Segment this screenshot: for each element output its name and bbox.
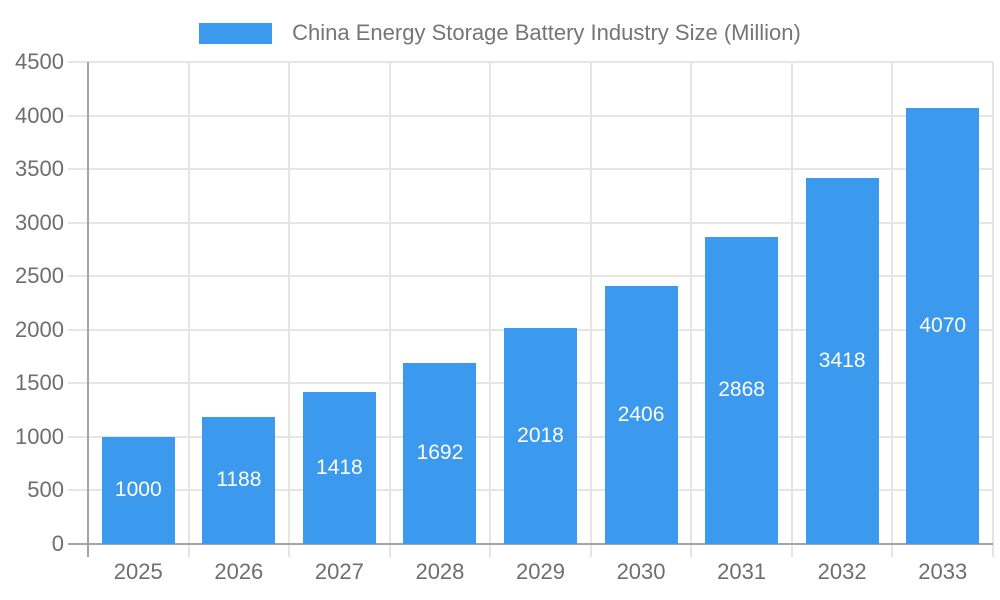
bar: 2018 (504, 327, 577, 544)
x-axis-label: 2026 (214, 559, 264, 584)
h-gridline (68, 61, 993, 63)
bar: 4070 (906, 108, 980, 544)
legend-label: China Energy Storage Battery Industry Si… (292, 20, 801, 45)
bar: 2406 (604, 286, 678, 544)
y-axis-label: 500 (27, 477, 64, 503)
bar-value-label: 3418 (818, 348, 866, 372)
y-axis-label: 4000 (15, 102, 64, 128)
y-axis-label: 4500 (15, 49, 64, 74)
y-axis-line (87, 62, 89, 557)
v-gridline (489, 62, 492, 557)
y-axis-label: 1000 (15, 423, 64, 449)
y-axis-label: 2500 (15, 263, 64, 289)
h-gridline (68, 168, 993, 171)
x-axis-label: 2030 (616, 559, 666, 584)
h-gridline (68, 221, 993, 224)
bar: 1000 (101, 436, 175, 544)
bar-value-label: 1692 (416, 441, 464, 465)
x-axis-label: 2033 (918, 559, 968, 584)
v-gridline (187, 62, 190, 557)
y-axis-label: 2000 (15, 316, 64, 342)
x-axis-label: 2027 (314, 559, 364, 584)
x-axis-label: 2032 (817, 559, 867, 584)
bar-value-label: 2406 (617, 403, 665, 427)
h-gridline (68, 275, 993, 278)
x-axis-label: 2025 (113, 559, 163, 584)
v-gridline (388, 62, 391, 557)
bar-value-label: 1000 (114, 478, 162, 502)
v-gridline (992, 62, 994, 557)
x-axis-line (68, 543, 993, 545)
bar-value-label: 2018 (517, 423, 564, 447)
bar-value-label: 1418 (316, 456, 363, 480)
bar: 1188 (202, 416, 276, 544)
bar-value-label: 1188 (216, 468, 262, 492)
bar: 1418 (302, 392, 376, 544)
bar-value-label: 4070 (919, 314, 967, 338)
y-axis-label: 1500 (15, 370, 64, 396)
x-axis-label: 2031 (717, 559, 767, 584)
y-axis-label: 0 (51, 531, 64, 556)
bar: 1692 (403, 362, 477, 544)
legend[interactable]: China Energy Storage Battery Industry Si… (0, 19, 1000, 47)
x-axis-label: 2029 (516, 559, 565, 584)
h-gridline (68, 114, 993, 117)
bar-value-label: 2868 (718, 378, 765, 402)
v-gridline (690, 62, 693, 557)
v-gridline (790, 62, 793, 557)
legend-swatch (199, 22, 273, 44)
x-axis-label: 2028 (415, 559, 465, 584)
y-axis-label: 3500 (15, 156, 64, 182)
v-gridline (589, 62, 592, 557)
bar: 3418 (805, 177, 879, 544)
v-gridline (891, 62, 894, 557)
y-axis-label: 3000 (15, 209, 64, 235)
v-gridline (288, 62, 291, 557)
bar: 2868 (705, 236, 779, 544)
